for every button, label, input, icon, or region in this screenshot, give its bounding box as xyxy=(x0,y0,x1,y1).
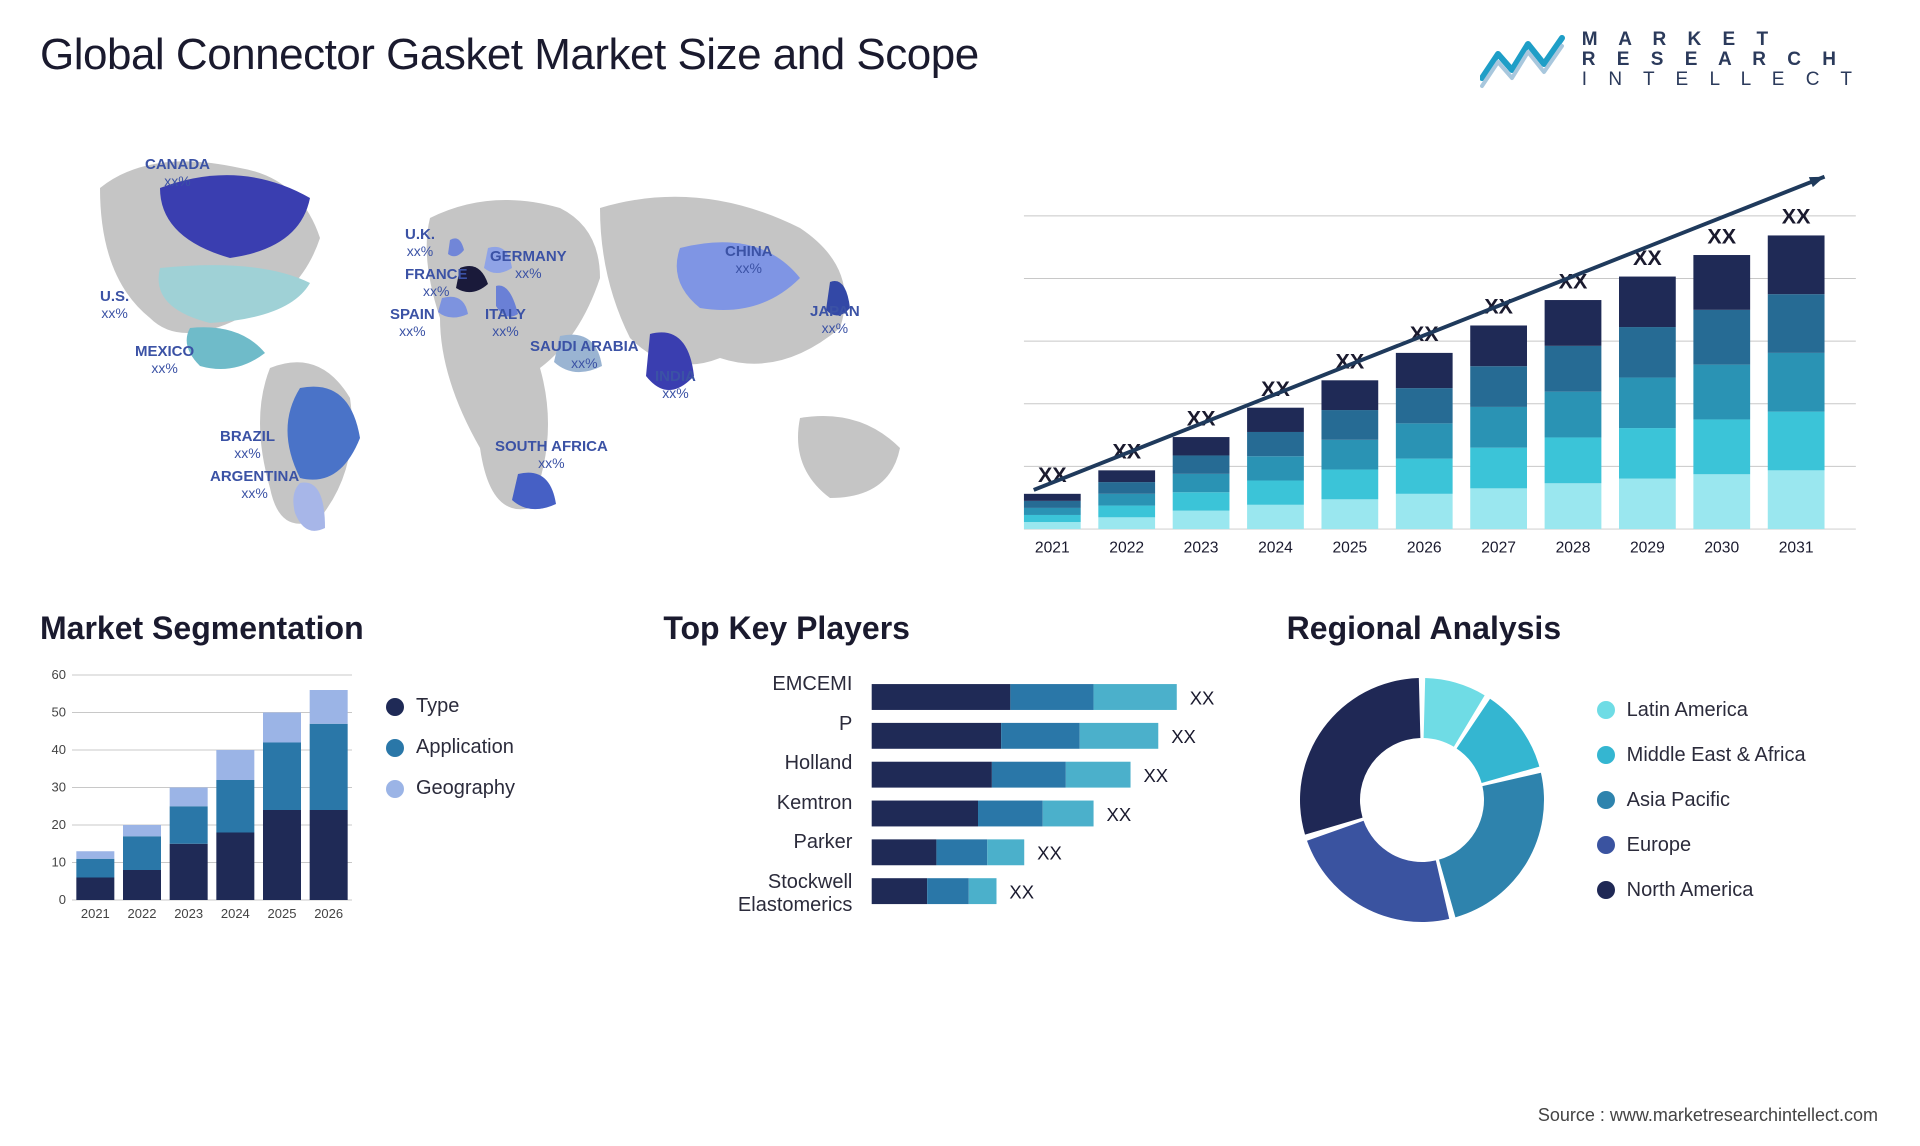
player-name: Parker xyxy=(663,831,852,854)
map-label-argentina: ARGENTINAxx% xyxy=(210,468,299,501)
logo-line3: I N T E L L E C T xyxy=(1582,70,1860,90)
legend-dot-icon xyxy=(386,780,404,798)
regional-title: Regional Analysis xyxy=(1287,610,1880,647)
svg-text:2024: 2024 xyxy=(221,906,250,921)
svg-text:2031: 2031 xyxy=(1779,540,1814,557)
segmentation-legend: Type Application Geography xyxy=(386,665,515,925)
svg-text:2021: 2021 xyxy=(81,906,110,921)
legend-dot-icon xyxy=(386,698,404,716)
svg-text:XX: XX xyxy=(1144,765,1169,786)
regional-panel: Regional Analysis Latin America Middle Ea… xyxy=(1287,610,1880,935)
legend-label: Latin America xyxy=(1627,699,1748,722)
map-label-china: CHINAxx% xyxy=(725,243,773,276)
legend-label: Asia Pacific xyxy=(1627,789,1730,812)
player-name: Stockwell Elastomerics xyxy=(663,871,852,917)
player-name: Kemtron xyxy=(663,792,852,815)
svg-text:2026: 2026 xyxy=(1407,540,1442,557)
svg-text:2029: 2029 xyxy=(1630,540,1665,557)
regional-legend-europe: Europe xyxy=(1597,834,1806,857)
regional-legend-latin-america: Latin America xyxy=(1597,699,1806,722)
regional-legend-middle-east-africa: Middle East & Africa xyxy=(1597,744,1806,767)
map-label-japan: JAPANxx% xyxy=(810,303,860,336)
map-label-india: INDIAxx% xyxy=(655,368,696,401)
svg-text:XX: XX xyxy=(1782,205,1811,229)
segmentation-title: Market Segmentation xyxy=(40,610,633,647)
legend-dot-icon xyxy=(1597,701,1615,719)
svg-text:2021: 2021 xyxy=(1035,540,1070,557)
svg-text:0: 0 xyxy=(59,892,66,907)
map-label-south-africa: SOUTH AFRICAxx% xyxy=(495,438,608,471)
map-label-u-s-: U.S.xx% xyxy=(100,288,129,321)
map-label-spain: SPAINxx% xyxy=(390,306,435,339)
svg-text:2022: 2022 xyxy=(128,906,157,921)
source-attribution: Source : www.marketresearchintellect.com xyxy=(1538,1105,1878,1126)
map-label-germany: GERMANYxx% xyxy=(490,248,567,281)
regional-donut-chart xyxy=(1287,665,1557,935)
key-players-title: Top Key Players xyxy=(663,610,1256,647)
regional-legend-north-america: North America xyxy=(1597,879,1806,902)
segmentation-panel: Market Segmentation 0 10 20 30 40 50 60 2021 202… xyxy=(40,610,633,935)
legend-label: Geography xyxy=(416,777,515,800)
map-label-italy: ITALYxx% xyxy=(485,306,526,339)
svg-text:40: 40 xyxy=(52,742,66,757)
map-label-canada: CANADAxx% xyxy=(145,156,210,189)
logo-line2: R E S E A R C H xyxy=(1582,50,1860,70)
logo-line1: M A R K E T xyxy=(1582,30,1860,50)
svg-text:50: 50 xyxy=(52,705,66,720)
svg-text:XX: XX xyxy=(1038,843,1063,864)
player-name: EMCEMI xyxy=(663,673,852,696)
map-label-france: FRANCExx% xyxy=(405,266,468,299)
svg-text:XX: XX xyxy=(1707,224,1736,248)
legend-label: Application xyxy=(416,736,514,759)
svg-text:2023: 2023 xyxy=(1184,540,1219,557)
brand-logo: M A R K E T R E S E A R C H I N T E L L … xyxy=(1480,30,1860,90)
logo-mark-icon xyxy=(1480,30,1568,90)
legend-label: Middle East & Africa xyxy=(1627,744,1806,767)
forecast-chart: 2021XX2022XX2023XX2024XX2025XX2026XX2027… xyxy=(990,118,1880,578)
svg-text:2022: 2022 xyxy=(1109,540,1144,557)
regional-legend-asia-pacific: Asia Pacific xyxy=(1597,789,1806,812)
map-label-u-k-: U.K.xx% xyxy=(405,226,435,259)
svg-text:2024: 2024 xyxy=(1258,540,1293,557)
svg-text:2026: 2026 xyxy=(314,906,343,921)
svg-text:60: 60 xyxy=(52,667,66,682)
seg-legend-type: Type xyxy=(386,695,515,718)
svg-text:30: 30 xyxy=(52,780,66,795)
svg-text:2025: 2025 xyxy=(268,906,297,921)
key-players-panel: Top Key Players EMCEMI P Holland Kemtron Par… xyxy=(663,610,1256,935)
legend-dot-icon xyxy=(386,739,404,757)
svg-text:XX: XX xyxy=(1190,687,1215,708)
svg-text:2023: 2023 xyxy=(174,906,203,921)
legend-label: North America xyxy=(1627,879,1754,902)
legend-dot-icon xyxy=(1597,836,1615,854)
legend-label: Europe xyxy=(1627,834,1692,857)
map-label-saudi-arabia: SAUDI ARABIAxx% xyxy=(530,338,639,371)
svg-text:XX: XX xyxy=(1010,882,1035,903)
seg-legend-geography: Geography xyxy=(386,777,515,800)
svg-text:10: 10 xyxy=(52,855,66,870)
legend-label: Type xyxy=(416,695,459,718)
map-label-brazil: BRAZILxx% xyxy=(220,428,275,461)
player-name: Holland xyxy=(663,752,852,775)
legend-dot-icon xyxy=(1597,881,1615,899)
svg-text:XX: XX xyxy=(1107,804,1132,825)
svg-text:2030: 2030 xyxy=(1704,540,1739,557)
legend-dot-icon xyxy=(1597,746,1615,764)
key-players-chart: XXXXXXXXXXXX xyxy=(868,665,1256,925)
map-label-mexico: MEXICOxx% xyxy=(135,343,194,376)
svg-text:2025: 2025 xyxy=(1332,540,1367,557)
svg-text:20: 20 xyxy=(52,817,66,832)
seg-legend-application: Application xyxy=(386,736,515,759)
player-name: P xyxy=(663,713,852,736)
segmentation-chart: 0 10 20 30 40 50 60 2021 2022 2023 2024 2025 2026 xyxy=(40,665,360,925)
page-title: Global Connector Gasket Market Size and … xyxy=(40,30,979,80)
svg-text:2027: 2027 xyxy=(1481,540,1516,557)
regional-legend: Latin America Middle East & Africa Asia Pa… xyxy=(1597,699,1806,902)
legend-dot-icon xyxy=(1597,791,1615,809)
svg-text:XX: XX xyxy=(1172,726,1197,747)
svg-text:2028: 2028 xyxy=(1556,540,1591,557)
world-map: CANADAxx% U.S.xx%MEXICOxx% BRAZILxx% ARGENT… xyxy=(40,118,960,548)
player-labels: EMCEMI P Holland Kemtron Parker Stockwell Ela… xyxy=(663,665,852,925)
